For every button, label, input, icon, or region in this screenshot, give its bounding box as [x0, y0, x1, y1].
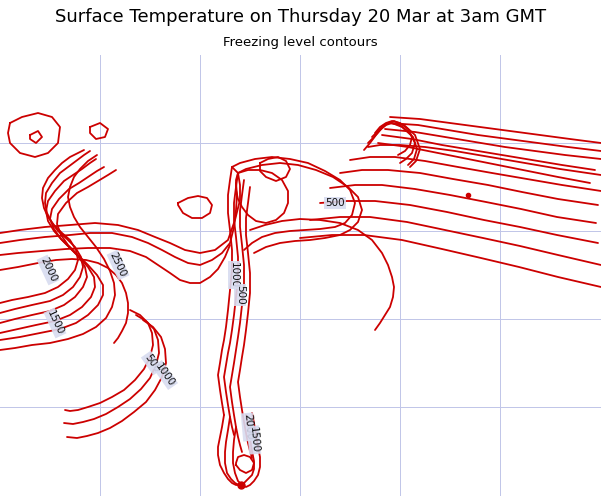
Text: Freezing level contours: Freezing level contours	[223, 36, 378, 50]
Text: 500: 500	[325, 198, 345, 208]
Text: 2500: 2500	[108, 251, 128, 279]
Text: Surface Temperature on Thursday 20 Mar at 3am GMT: Surface Temperature on Thursday 20 Mar a…	[55, 7, 546, 25]
Text: 500: 500	[142, 352, 162, 374]
Text: 1000: 1000	[229, 262, 239, 288]
Text: 1000: 1000	[153, 362, 177, 388]
Text: 2000: 2000	[38, 256, 58, 284]
Text: 2000: 2000	[242, 414, 254, 440]
Text: 1500: 1500	[45, 309, 65, 337]
Text: 500: 500	[235, 285, 245, 305]
Text: 1500: 1500	[248, 427, 260, 453]
